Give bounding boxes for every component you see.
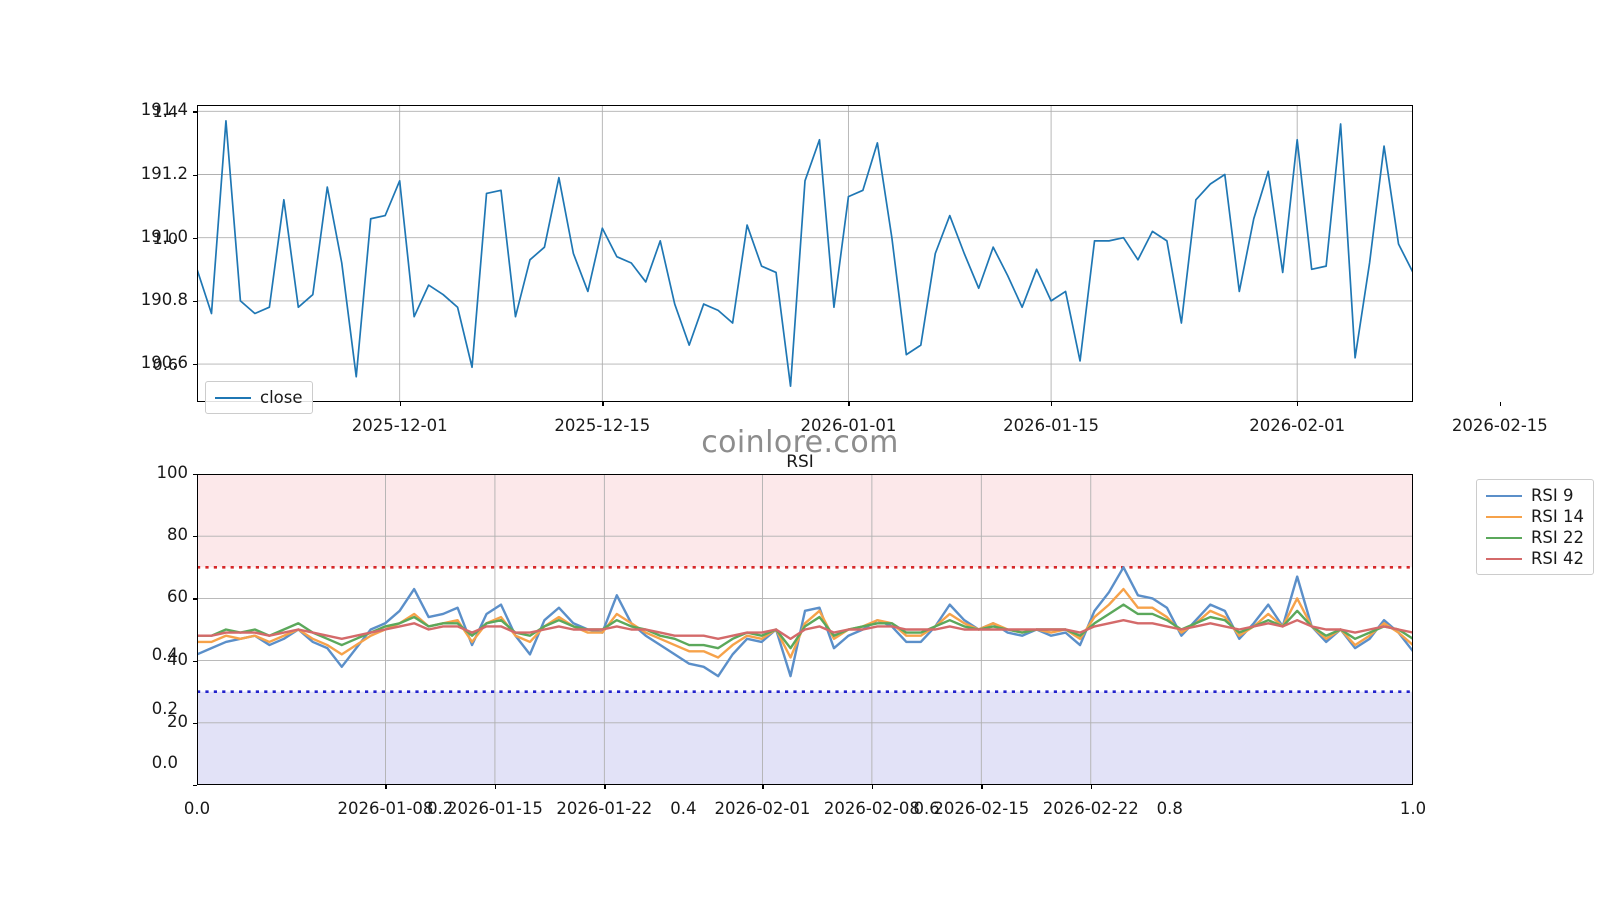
legend-line-swatch [1485, 536, 1522, 539]
rsi-ytick-label: 20 [167, 711, 188, 731]
rsi-xtick-label: 2026-01-08 [337, 799, 434, 818]
legend-label: RSI 22 [1530, 528, 1584, 547]
rsi-xtick-label: 2026-02-15 [933, 799, 1030, 818]
rsi-xtick-mark [762, 785, 764, 789]
rsi-title: RSI [786, 452, 814, 472]
price-xtick-label: 2026-02-01 [1249, 416, 1346, 435]
price-ytick-mark [193, 300, 197, 303]
price-ytick-mark [193, 111, 197, 113]
price-xtick-mark [1499, 402, 1502, 406]
legend-line-swatch [215, 396, 251, 399]
rsi-ytick-label: 60 [167, 587, 188, 607]
price-legend: close [205, 381, 313, 414]
price-overlay-ytick-label: 1.4 [152, 102, 178, 122]
rsi-overlay-ytick-label: 0.2 [151, 699, 178, 719]
rsi-chart-axes [197, 474, 1413, 785]
rsi-ytick-label: 100 [156, 463, 189, 482]
price-ytick-label: 190.8 [140, 289, 188, 309]
price-xtick-label: 2025-12-01 [351, 416, 448, 435]
price-overlay-ytick-label: 0.6 [152, 355, 178, 375]
price-line-svg [197, 105, 1413, 402]
legend-line-swatch [1485, 494, 1522, 497]
rsi-overlay-xtick-label: 0.2 [427, 799, 454, 818]
price-xtick-mark [1297, 402, 1299, 406]
rsi-xtick-mark [604, 785, 606, 789]
price-xtick-label: 2026-01-01 [800, 416, 897, 435]
rsi-xtick-label: 2026-01-22 [556, 799, 653, 818]
rsi-overlay-xtick-label: 1.0 [1399, 799, 1427, 818]
rsi-ytick-label: 80 [167, 525, 188, 545]
rsi-legend-item[interactable]: RSI 14 [1485, 506, 1584, 527]
price-xtick-label: 2026-02-15 [1451, 416, 1548, 435]
rsi-legend-item[interactable]: RSI 42 [1485, 548, 1584, 569]
rsi-overlay-ytick-label: 0.0 [151, 752, 178, 772]
rsi-xtick-label: 2026-02-22 [1042, 799, 1139, 818]
rsi-xtick-mark [1090, 785, 1092, 789]
legend-line-swatch [1485, 557, 1522, 560]
rsi-overlay-xtick-label: 0.4 [670, 799, 697, 818]
price-ytick-mark [193, 237, 197, 239]
price-ytick-mark [193, 364, 197, 366]
price-xtick-mark [848, 402, 850, 406]
rsi-plot-area [197, 474, 1413, 785]
rsi-xtick-label: 2026-01-15 [446, 799, 543, 818]
legend-label: close [260, 388, 303, 407]
price-chart-axes [197, 105, 1413, 402]
price-ytick-label: 191.2 [140, 163, 188, 183]
rsi-ytick-mark [193, 598, 197, 600]
price-xtick-label: 2025-12-15 [554, 416, 651, 435]
legend-label: RSI 9 [1530, 486, 1574, 505]
price-overlay-ytick-label: 1.0 [152, 228, 178, 248]
rsi-legend-item[interactable]: RSI 22 [1485, 527, 1584, 548]
rsi-legend-item[interactable]: RSI 9 [1485, 485, 1584, 506]
rsi-xtick-mark [385, 785, 387, 789]
watermark: coinlore.com [701, 425, 899, 460]
legend-label: RSI 14 [1530, 507, 1584, 526]
price-xtick-mark [602, 402, 604, 406]
rsi-ytick-mark [193, 660, 197, 662]
rsi-overlay-xtick-label: 0.0 [183, 799, 211, 818]
rsi-ytick-mark [193, 785, 197, 787]
legend-label: RSI 42 [1530, 549, 1584, 568]
price-xtick-mark [399, 402, 401, 406]
price-xtick-label: 2026-01-15 [1003, 416, 1100, 435]
rsi-xtick-label: 2026-02-01 [714, 799, 811, 818]
rsi-legend: RSI 9 RSI 14 RSI 22 RSI 42 [1475, 479, 1594, 575]
rsi-ytick-label: 40 [167, 649, 188, 669]
rsi-overlay-xtick-label: 0.6 [913, 799, 940, 818]
rsi-overlay-ytick-label: 0.4 [151, 645, 178, 665]
rsi-ytick-mark [193, 722, 197, 724]
price-ytick-label: 190.6 [140, 353, 188, 373]
legend-line-swatch [1485, 515, 1522, 518]
rsi-overlay-xtick-label: 0.8 [1156, 799, 1183, 818]
rsi-xtick-mark [981, 785, 983, 789]
price-ytick-label: 191.0 [140, 226, 188, 246]
price-plot-area [197, 105, 1413, 402]
rsi-line-svg [197, 474, 1413, 785]
price-xtick-mark [1051, 402, 1053, 406]
price-ytick-label: 191.4 [140, 100, 188, 120]
price-legend-item[interactable]: close [215, 387, 303, 408]
rsi-xtick-mark [494, 785, 497, 789]
rsi-xtick-mark [871, 785, 874, 789]
rsi-ytick-mark [193, 474, 197, 476]
price-ytick-mark [193, 174, 197, 176]
rsi-ytick-mark [193, 536, 197, 538]
rsi-xtick-label: 2026-02-08 [823, 799, 920, 818]
